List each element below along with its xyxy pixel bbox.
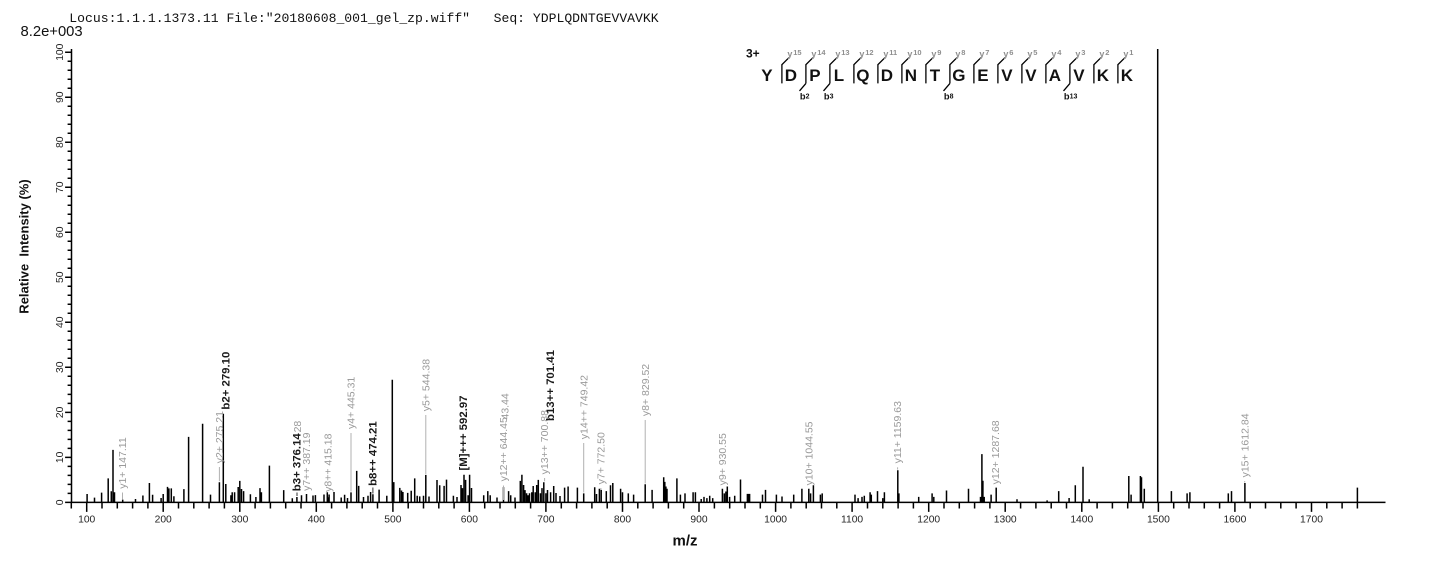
svg-text:Q: Q [856, 66, 869, 85]
svg-text:V: V [1001, 66, 1013, 85]
svg-text:y14++ 749.42: y14++ 749.42 [578, 375, 590, 439]
svg-text:b2+ 279.10: b2+ 279.10 [221, 352, 233, 410]
svg-text:y10+ 1044.55: y10+ 1044.55 [803, 421, 815, 485]
svg-text:K: K [1121, 66, 1134, 85]
svg-text:Y: Y [761, 66, 773, 85]
svg-text:G: G [952, 66, 965, 85]
svg-text:y7+ 772.50: y7+ 772.50 [596, 432, 608, 484]
svg-text:y4+ 445.31: y4+ 445.31 [346, 377, 358, 429]
svg-text:400: 400 [308, 515, 325, 526]
svg-text:20: 20 [55, 406, 66, 418]
svg-text:y13: y13 [835, 48, 849, 59]
svg-text:y9+ 930.55: y9+ 930.55 [717, 433, 729, 485]
svg-text:y11: y11 [883, 48, 897, 59]
svg-text:E: E [977, 66, 988, 85]
svg-text:1700: 1700 [1300, 515, 1323, 526]
svg-text:V: V [1025, 66, 1037, 85]
svg-text:y12+ 1287.68: y12+ 1287.68 [990, 420, 1002, 484]
svg-text:D: D [785, 66, 797, 85]
svg-text:y9: y9 [931, 48, 941, 59]
svg-text:900: 900 [690, 515, 707, 526]
svg-text:L: L [834, 66, 844, 85]
svg-text:1300: 1300 [994, 515, 1017, 526]
svg-text:y4: y4 [1051, 48, 1062, 59]
svg-text:y11+ 1159.63: y11+ 1159.63 [892, 401, 904, 464]
svg-text:b2: b2 [800, 92, 810, 102]
svg-text:60: 60 [55, 226, 66, 238]
svg-text:D: D [881, 66, 893, 85]
svg-text:500: 500 [384, 515, 401, 526]
svg-text:m/z: m/z [672, 533, 697, 550]
svg-text:1100: 1100 [841, 515, 863, 526]
svg-text:y1: y1 [1123, 48, 1133, 59]
svg-text:50: 50 [55, 271, 66, 283]
svg-text:P: P [809, 66, 820, 85]
svg-text:V: V [1073, 66, 1085, 85]
svg-text:b13: b13 [1064, 92, 1078, 102]
svg-text:100: 100 [78, 515, 95, 526]
svg-text:70: 70 [55, 181, 66, 193]
svg-text:y7++ 387.19: y7++ 387.19 [301, 432, 313, 491]
svg-text:y15+ 1612.84: y15+ 1612.84 [1239, 413, 1251, 477]
svg-text:200: 200 [155, 515, 172, 526]
svg-text:10: 10 [55, 451, 66, 463]
svg-text:y2+ 275.21: y2+ 275.21 [214, 411, 226, 463]
svg-text:y6: y6 [1003, 48, 1013, 59]
svg-text:y12: y12 [859, 48, 873, 59]
svg-text:y5: y5 [1027, 48, 1037, 59]
svg-text:y2: y2 [1099, 48, 1109, 59]
svg-text:0: 0 [55, 499, 66, 505]
svg-text:80: 80 [55, 136, 66, 148]
svg-text:A: A [1049, 66, 1061, 85]
svg-text:y15: y15 [787, 48, 801, 59]
svg-text:y5+ 544.38: y5+ 544.38 [420, 359, 432, 411]
svg-text:y8+ 829.52: y8+ 829.52 [640, 364, 652, 416]
svg-text:100: 100 [55, 43, 66, 60]
svg-text:43.44: 43.44 [500, 393, 512, 419]
svg-text:1400: 1400 [1070, 515, 1093, 526]
svg-text:1000: 1000 [764, 515, 787, 526]
svg-text:y8++ 415.18: y8++ 415.18 [323, 433, 335, 492]
svg-text:y14: y14 [811, 48, 826, 59]
svg-text:y10: y10 [907, 48, 921, 59]
svg-text:300: 300 [231, 515, 248, 526]
svg-text:K: K [1097, 66, 1110, 85]
svg-text:b3: b3 [824, 92, 834, 102]
svg-text:[M]+++ 592.97: [M]+++ 592.97 [458, 395, 470, 470]
svg-text:700: 700 [537, 515, 554, 526]
svg-text:600: 600 [461, 515, 478, 526]
svg-text:b8: b8 [944, 92, 954, 102]
svg-text:90: 90 [55, 91, 66, 103]
svg-text:1500: 1500 [1147, 515, 1170, 526]
svg-text:Locus:1.1.1.1373.11 File:"2018: Locus:1.1.1.1373.11 File:"20180608_001_g… [69, 11, 658, 26]
svg-text:T: T [930, 66, 941, 85]
svg-text:Relative Intensity (%): Relative Intensity (%) [17, 179, 32, 313]
svg-text:y1+ 147.11: y1+ 147.11 [117, 437, 129, 489]
svg-text:y13++ 700.88: y13++ 700.88 [539, 410, 551, 474]
svg-text:y8: y8 [955, 48, 965, 59]
svg-text:800: 800 [614, 515, 631, 526]
svg-text:y7: y7 [979, 48, 989, 59]
svg-text:3+: 3+ [746, 47, 760, 61]
svg-text:b8++ 474.21: b8++ 474.21 [368, 421, 380, 486]
svg-text:8.2e+003: 8.2e+003 [21, 24, 83, 40]
svg-text:40: 40 [55, 316, 66, 328]
svg-text:y3: y3 [1075, 48, 1085, 59]
svg-text:b13++ 701.41: b13++ 701.41 [545, 349, 557, 421]
svg-text:30: 30 [55, 361, 66, 373]
svg-text:1600: 1600 [1223, 515, 1246, 526]
svg-text:b3+ 376.14: b3+ 376.14 [292, 433, 304, 492]
svg-text:y12++ 644.45: y12++ 644.45 [498, 417, 510, 481]
svg-text:28: 28 [292, 421, 304, 433]
svg-text:1200: 1200 [917, 515, 940, 526]
svg-text:N: N [905, 66, 917, 85]
